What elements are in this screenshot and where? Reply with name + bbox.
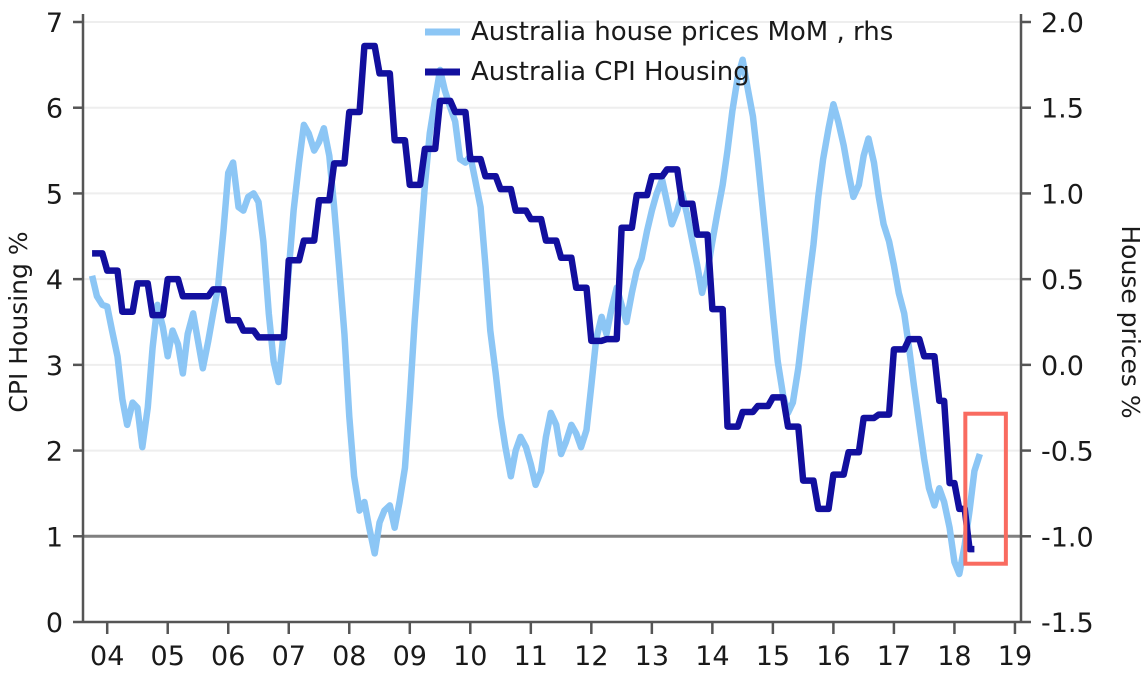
- svg-text:2.0: 2.0: [1041, 8, 1084, 39]
- svg-text:08: 08: [332, 641, 366, 672]
- svg-text:1.0: 1.0: [1041, 179, 1084, 210]
- svg-text:0.0: 0.0: [1041, 351, 1084, 382]
- svg-text:3: 3: [46, 351, 63, 382]
- svg-text:Australia house prices MoM , r: Australia house prices MoM , rhs: [471, 17, 893, 47]
- svg-text:15: 15: [756, 641, 790, 672]
- svg-text:09: 09: [393, 641, 427, 672]
- svg-text:06: 06: [211, 641, 245, 672]
- svg-text:13: 13: [635, 641, 669, 672]
- gridlines: [83, 21, 1021, 623]
- svg-text:04: 04: [90, 641, 124, 672]
- svg-text:6: 6: [46, 94, 63, 125]
- y-axis-right-title: House prices %: [1116, 225, 1145, 418]
- svg-text:0.5: 0.5: [1041, 265, 1084, 296]
- axis-left: 0 1 2 3 4 5 6 7: [46, 8, 85, 639]
- plot-lines: [88, 42, 983, 578]
- axis-right: -1.5 -1.0 -0.5 0.0 0.5 1.0 1.5 2.0: [1019, 8, 1094, 639]
- svg-text:7: 7: [46, 8, 63, 39]
- svg-text:07: 07: [272, 641, 306, 672]
- svg-text:4: 4: [46, 265, 63, 296]
- svg-text:-0.5: -0.5: [1041, 437, 1094, 468]
- svg-text:Australia CPI Housing: Australia CPI Housing: [471, 57, 750, 87]
- svg-text:19: 19: [998, 641, 1032, 672]
- svg-text:1.5: 1.5: [1041, 94, 1084, 125]
- y-axis-left-title: CPI Housing %: [4, 231, 33, 412]
- svg-text:-1.5: -1.5: [1041, 608, 1094, 639]
- svg-text:5: 5: [46, 179, 63, 210]
- svg-text:17: 17: [877, 641, 911, 672]
- legend: Australia house prices MoM , rhs Australi…: [425, 17, 893, 87]
- highlight-annotation: [963, 411, 1008, 566]
- svg-text:10: 10: [453, 641, 487, 672]
- svg-text:12: 12: [574, 641, 608, 672]
- svg-text:05: 05: [151, 641, 185, 672]
- svg-text:16: 16: [816, 641, 850, 672]
- svg-text:1: 1: [46, 522, 63, 553]
- axis-bottom: 04 05 06 07 08 09 10 11 12 13 14 15 16 17 18 19: [83, 620, 1032, 672]
- svg-text:11: 11: [514, 641, 548, 672]
- svg-text:18: 18: [937, 641, 971, 672]
- svg-text:0: 0: [46, 608, 63, 639]
- svg-text:14: 14: [695, 641, 729, 672]
- svg-text:2: 2: [46, 437, 63, 468]
- svg-text:-1.0: -1.0: [1041, 522, 1094, 553]
